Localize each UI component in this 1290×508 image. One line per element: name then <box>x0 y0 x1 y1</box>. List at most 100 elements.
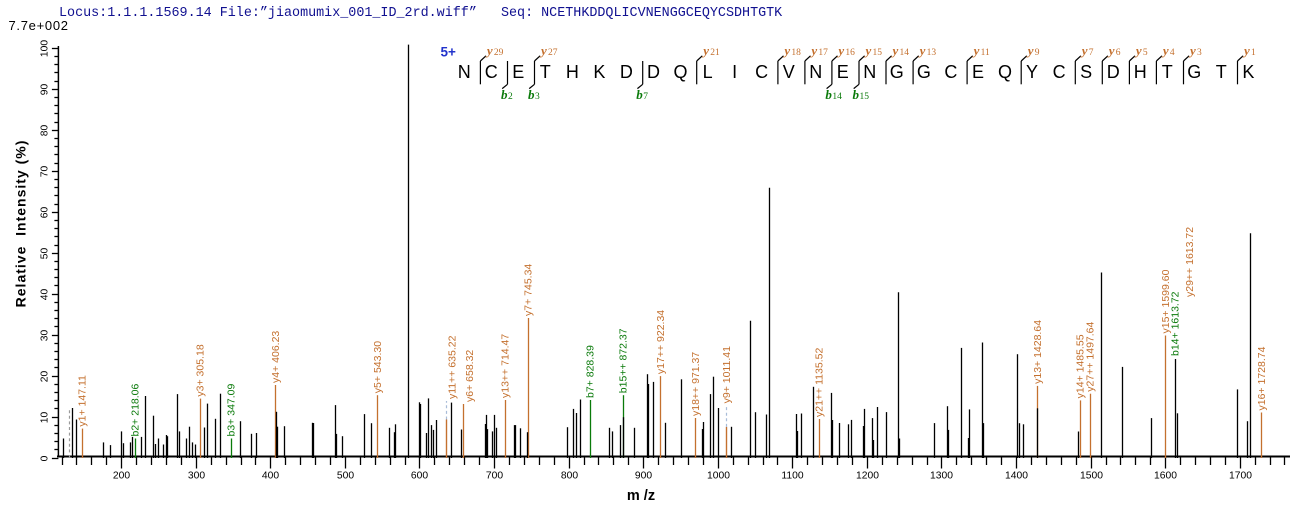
svg-text:V: V <box>783 62 795 82</box>
svg-text:C: C <box>1053 62 1066 82</box>
svg-text:T: T <box>540 62 551 82</box>
svg-text:1: 1 <box>1251 48 1256 58</box>
svg-text:y6+ 658.32: y6+ 658.32 <box>464 350 476 402</box>
svg-text:3: 3 <box>1197 48 1202 58</box>
svg-text:700: 700 <box>486 471 503 482</box>
svg-text:9: 9 <box>1035 48 1040 58</box>
svg-text:b: b <box>501 87 508 102</box>
svg-text:N: N <box>458 62 471 82</box>
svg-text:1600: 1600 <box>1154 471 1177 482</box>
svg-text:T: T <box>1216 62 1227 82</box>
svg-text:E: E <box>837 62 849 82</box>
svg-text:4: 4 <box>1170 48 1175 58</box>
svg-text:y5+ 543.30: y5+ 543.30 <box>372 341 384 393</box>
svg-text:5+: 5+ <box>441 45 457 60</box>
svg-text:D: D <box>620 62 633 82</box>
svg-text:y17++ 922.34: y17++ 922.34 <box>655 310 667 374</box>
svg-text:y: y <box>864 43 872 58</box>
svg-text:17: 17 <box>818 48 828 58</box>
svg-text:b3+ 347.09: b3+ 347.09 <box>226 383 238 436</box>
svg-text:y: y <box>485 43 493 58</box>
svg-text:y: y <box>972 43 980 58</box>
svg-text:D: D <box>647 62 660 82</box>
svg-text:1500: 1500 <box>1080 471 1103 482</box>
svg-text:b: b <box>853 87 860 102</box>
svg-text:I: I <box>732 62 737 82</box>
svg-text:T: T <box>1162 62 1173 82</box>
svg-text:y: y <box>836 43 844 58</box>
svg-text:Relative Intensity (%): Relative Intensity (%) <box>13 140 29 308</box>
svg-text:15: 15 <box>873 48 883 58</box>
svg-text:300: 300 <box>188 471 205 482</box>
svg-text:y15+ 1599.60: y15+ 1599.60 <box>1160 269 1172 333</box>
svg-text:y: y <box>782 43 790 58</box>
svg-text:21: 21 <box>710 48 720 58</box>
svg-text:y11++ 635.22: y11++ 635.22 <box>446 335 458 399</box>
svg-text:y13++ 714.47: y13++ 714.47 <box>500 334 512 398</box>
svg-text:y: y <box>918 43 926 58</box>
svg-text:18: 18 <box>791 48 801 58</box>
svg-text:1700: 1700 <box>1229 471 1252 482</box>
svg-text:7.7e+002: 7.7e+002 <box>9 18 69 33</box>
svg-text:6: 6 <box>1116 48 1121 58</box>
svg-text:5: 5 <box>1143 48 1148 58</box>
svg-text:y: y <box>701 43 709 58</box>
svg-text:15: 15 <box>860 92 870 102</box>
svg-text:Y: Y <box>1026 62 1038 82</box>
svg-text:y27++ 1497.64: y27++ 1497.64 <box>1084 321 1096 391</box>
svg-text:y: y <box>809 43 817 58</box>
svg-text:0: 0 <box>39 455 50 461</box>
svg-text:16: 16 <box>845 48 855 58</box>
svg-text:b14+ 1613.72: b14+ 1613.72 <box>1170 291 1182 356</box>
svg-text:Q: Q <box>673 62 687 82</box>
svg-text:200: 200 <box>113 471 130 482</box>
svg-text:80: 80 <box>39 125 50 137</box>
svg-text:14: 14 <box>832 92 842 102</box>
svg-text:40: 40 <box>39 289 50 301</box>
svg-text:27: 27 <box>548 48 558 58</box>
svg-text:13: 13 <box>927 48 937 58</box>
svg-text:y3+ 305.18: y3+ 305.18 <box>194 344 206 396</box>
svg-text:29: 29 <box>494 48 504 58</box>
svg-text:b15++ 872.37: b15++ 872.37 <box>617 328 629 393</box>
svg-text:H: H <box>566 62 579 82</box>
svg-text:7: 7 <box>643 92 648 102</box>
svg-text:900: 900 <box>635 471 652 482</box>
svg-text:C: C <box>944 62 957 82</box>
svg-text:70: 70 <box>39 166 50 178</box>
svg-text:90: 90 <box>39 84 50 96</box>
svg-text:y: y <box>891 43 899 58</box>
svg-text:20: 20 <box>39 371 50 383</box>
svg-text:y18++ 971.37: y18++ 971.37 <box>690 352 702 416</box>
svg-text:1000: 1000 <box>707 471 730 482</box>
svg-text:600: 600 <box>411 471 428 482</box>
svg-text:7: 7 <box>1089 48 1094 58</box>
svg-text:G: G <box>890 62 904 82</box>
svg-text:y21++ 1135.52: y21++ 1135.52 <box>814 348 826 417</box>
svg-text:K: K <box>593 62 605 82</box>
svg-text:m /z: m /z <box>627 488 655 504</box>
svg-text:b: b <box>528 87 535 102</box>
svg-text:K: K <box>1242 62 1254 82</box>
svg-text:Locus:1.1.1.1569.14 File:”jiao: Locus:1.1.1.1569.14 File:”jiaomumix_001_… <box>59 6 783 21</box>
svg-text:100: 100 <box>39 40 50 57</box>
svg-text:Q: Q <box>998 62 1012 82</box>
svg-text:y16+ 1728.74: y16+ 1728.74 <box>1256 346 1268 410</box>
svg-text:2: 2 <box>508 92 513 102</box>
svg-text:E: E <box>512 62 524 82</box>
svg-text:S: S <box>1080 62 1092 82</box>
svg-text:y: y <box>1026 43 1034 58</box>
svg-text:H: H <box>1134 62 1147 82</box>
svg-text:y1+ 147.11: y1+ 147.11 <box>77 375 89 427</box>
svg-text:y7+ 745.34: y7+ 745.34 <box>523 264 535 316</box>
svg-text:800: 800 <box>561 471 578 482</box>
svg-text:500: 500 <box>337 471 354 482</box>
svg-text:1100: 1100 <box>781 471 803 482</box>
svg-text:b7+ 828.39: b7+ 828.39 <box>585 345 597 398</box>
svg-text:1300: 1300 <box>930 471 953 482</box>
svg-text:y: y <box>1080 43 1088 58</box>
svg-text:E: E <box>972 62 984 82</box>
svg-text:D: D <box>1107 62 1120 82</box>
svg-text:b: b <box>636 87 643 102</box>
svg-text:G: G <box>917 62 931 82</box>
